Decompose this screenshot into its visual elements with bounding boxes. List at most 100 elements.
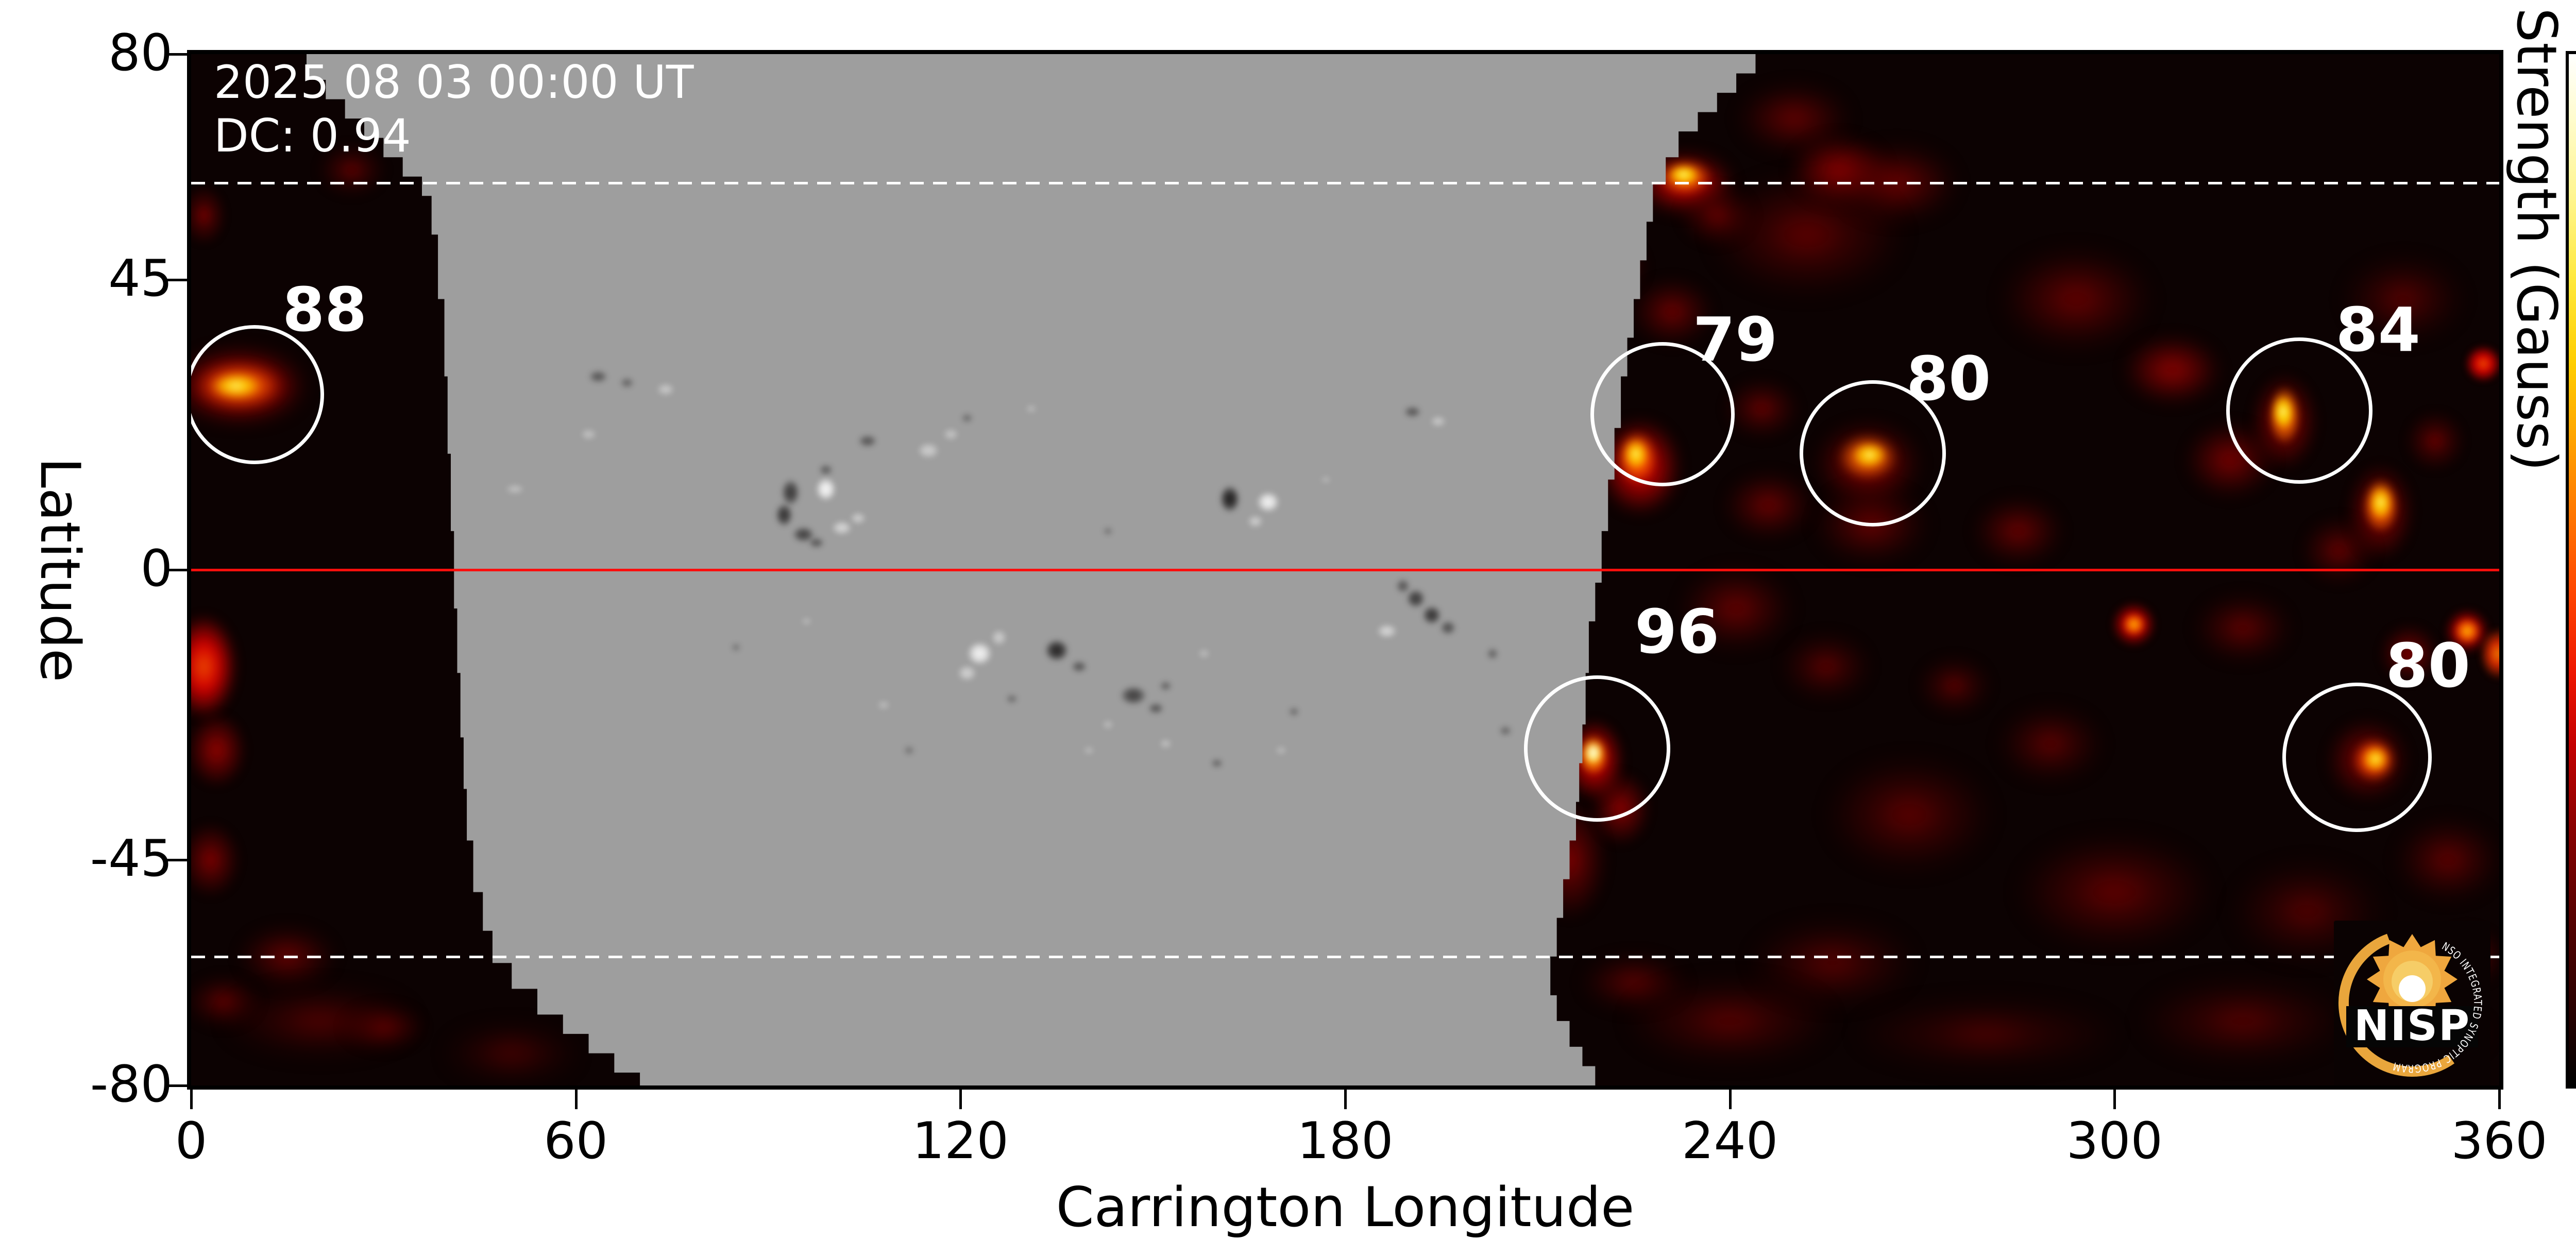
magnetogram-white-feature [939,426,963,444]
magnetogram-white-feature [1427,413,1450,430]
magnetogram-black-feature [1039,634,1074,667]
x-tick [2498,1090,2501,1109]
farside-spot [1764,620,1888,713]
magnetogram-white-feature [953,661,981,685]
magnetogram-white-feature [912,438,945,463]
magnetogram-black-feature [1285,704,1302,719]
y-tick-label: 45 [108,249,173,308]
magnetogram-white-feature [577,426,600,443]
magnetogram-white-feature [1099,717,1117,732]
farside-spot [2105,324,2239,417]
detection-circle [1800,380,1946,527]
x-tick [1344,1090,1347,1109]
magnetogram-black-feature [1003,691,1021,706]
magnetogram-black-feature [958,411,976,426]
magnetogram-black-feature [728,640,744,654]
farside-spot [1562,946,1706,1019]
magnetogram-black-feature [1156,678,1175,693]
magnetogram-white-feature [1251,487,1285,517]
magnetogram-white-feature [798,615,815,628]
latitude-dashed-line [191,955,2499,958]
y-tick [167,53,187,56]
magnetogram-white-feature [846,510,870,527]
duty-cycle-value: DC: 0.94 [214,109,411,162]
magnetogram-white-feature [1272,743,1290,757]
magnetogram-white-feature [810,471,841,507]
logo-abbr-text: NISP [2354,1002,2470,1050]
magnetogram-white-feature [1023,402,1039,415]
farside-spot [1957,484,2080,578]
x-tick [959,1090,962,1109]
magnetogram-white-feature [1195,647,1213,661]
magnetogram-black-feature [584,367,613,386]
map-datetime: 2025 08 03 00:00 UT [214,56,694,109]
farside-spot [2118,609,2149,640]
magnetogram-white-feature [1156,737,1175,751]
magnetogram-white-feature [501,482,529,497]
farside-spot [1666,174,1769,257]
x-tick-label: 240 [1682,1112,1778,1170]
x-tick [574,1090,578,1109]
detection-circle [191,325,325,464]
magnetogram-black-feature [617,375,638,391]
y-tick [167,859,187,862]
detection-circle [1590,342,1735,487]
x-tick [190,1090,193,1109]
latitude-dashed-line [191,182,2499,185]
farside-spot [2176,581,2310,674]
farside-spot [191,965,275,1038]
farside-spot [2458,337,2499,389]
magnetogram-black-feature [1436,617,1460,638]
x-tick-label: 180 [1297,1112,1394,1170]
detection-annotations-layer: 88 79 80 84 96 80 [191,54,2499,1085]
detection-circle [2226,337,2372,484]
x-tick-label: 0 [175,1112,208,1170]
y-tick [167,278,187,281]
equator-line [191,569,2499,571]
farside-spot [1981,814,2248,970]
detection-label: 84 [2335,294,2420,365]
x-tick-label: 300 [2066,1112,2163,1170]
magnetogram-black-feature [1144,700,1168,717]
x-tick [2113,1090,2116,1109]
farside-spot [2321,242,2485,356]
y-axis-label: Latitude [28,457,92,683]
magnetogram-black-feature [804,534,828,551]
y-tick-label: 80 [108,24,173,82]
farside-spot [1903,644,2006,727]
farside-spot [305,134,398,207]
magnetogram-black-feature [1214,479,1245,519]
reference-lines-layer [191,54,2499,1085]
magnetogram-black-feature [1100,524,1116,538]
farside-spot [2376,803,2499,917]
x-tick-label: 360 [2451,1112,2548,1170]
detection-label: 80 [2385,630,2470,702]
detection-label: 80 [1906,343,1991,414]
farside-colorbar [2566,51,2576,1089]
x-tick-label: 60 [544,1112,608,1170]
farside-spot [191,699,258,802]
farside-spot [2394,399,2477,482]
x-tick [1728,1090,1732,1109]
sun-flames-icon [2367,934,2458,1025]
magnetogram-white-feature [1080,743,1097,757]
date-overlay: 2025 08 03 00:00 UT DC: 0.94 [214,56,694,163]
magnetogram-white-feature [1371,620,1402,642]
x-axis-label: Carrington Longitude [1056,1176,1635,1239]
farside-spot [2287,504,2391,597]
y-tick [167,1084,187,1087]
detection-circle [2282,683,2432,833]
logo-band [2346,1006,2478,1047]
solar-magnetic-map: NISP NSO INTEGRATED SYNOPTIC PROGRAM 88 7… [191,54,2499,1085]
farside-spot [2368,612,2451,695]
detection-circle [1524,675,1671,822]
magnetogram-white-feature [987,625,1011,649]
y-tick-label: -45 [90,829,173,889]
y-tick-label: 0 [140,539,173,598]
magnetogram-black-feature [1400,403,1426,421]
magnetogram-white-feature [1318,473,1334,486]
magnetogram-black-feature [901,743,918,757]
detection-label: 88 [282,274,367,345]
magnetogram-white-feature [1244,512,1267,531]
